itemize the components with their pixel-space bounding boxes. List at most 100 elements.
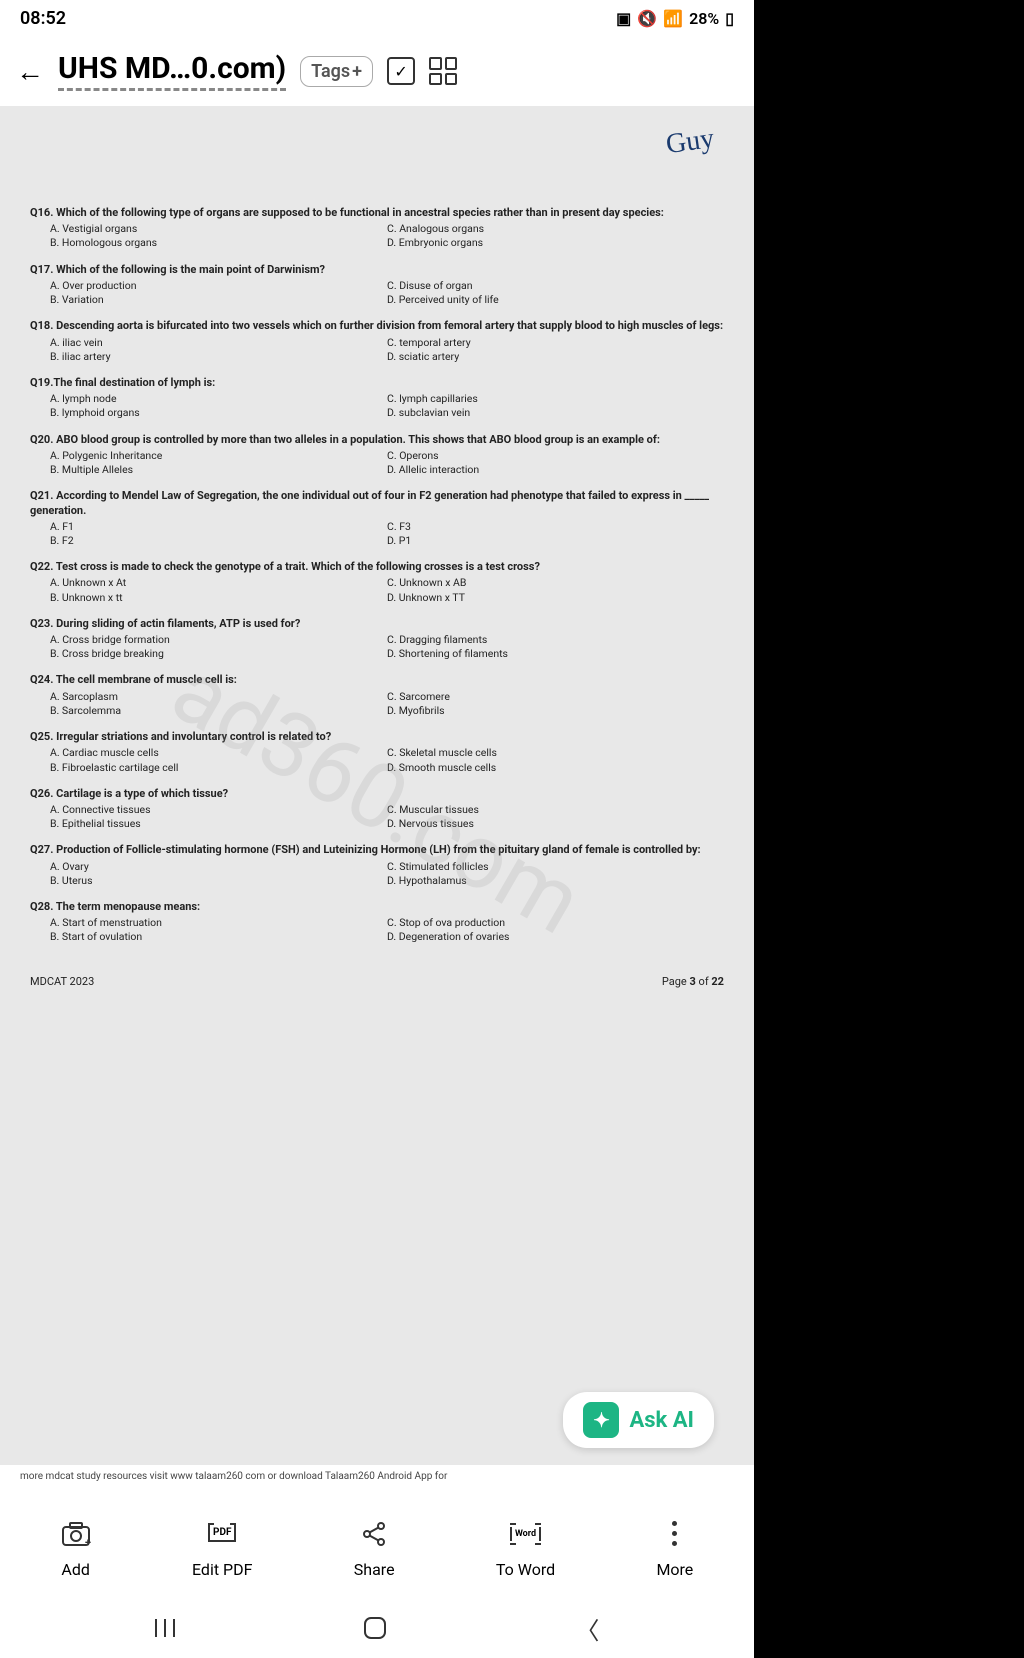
option-c: C. Disuse of organ <box>387 279 724 293</box>
question: Q23. During sliding of actin filaments, … <box>30 617 724 662</box>
option-d: D. Smooth muscle cells <box>387 761 724 775</box>
app-title[interactable]: UHS MD…0.com) <box>58 51 286 91</box>
more-button[interactable]: More <box>656 1518 693 1579</box>
question-text: Q22. Test cross is made to check the gen… <box>30 560 724 574</box>
option-a: A. Connective tissues <box>50 803 387 817</box>
options: A. Cross bridge formationC. Dragging fil… <box>30 633 724 661</box>
option-d: D. Degeneration of ovaries <box>387 930 724 944</box>
system-nav-bar: 〈 <box>0 1598 754 1658</box>
options: A. F1C. F3B. F2D. P1 <box>30 520 724 548</box>
option-c: C. Sarcomere <box>387 690 724 704</box>
option-a: A. Vestigial organs <box>50 222 387 236</box>
ask-ai-button[interactable]: ✦ Ask AI <box>563 1392 714 1448</box>
question: Q25. Irregular striations and involuntar… <box>30 730 724 775</box>
option-c: C. temporal artery <box>387 336 724 350</box>
checkbox-icon[interactable]: ✓ <box>387 57 415 85</box>
options: A. Polygenic InheritanceC. OperonsB. Mul… <box>30 449 724 477</box>
add-button[interactable]: + Add <box>61 1518 91 1579</box>
edit-pdf-button[interactable]: PDF Edit PDF <box>192 1518 253 1579</box>
share-button[interactable]: Share <box>354 1518 395 1579</box>
question: Q28. The term menopause means:A. Start o… <box>30 900 724 945</box>
option-b: B. Homologous organs <box>50 236 387 250</box>
option-c: C. lymph capillaries <box>387 392 724 406</box>
to-word-button[interactable]: Word To Word <box>496 1518 555 1579</box>
options: A. SarcoplasmC. SarcomereB. SarcolemmaD.… <box>30 690 724 718</box>
footer-left: MDCAT 2023 <box>30 975 94 988</box>
question-text: Q21. According to Mendel Law of Segregat… <box>30 489 724 518</box>
option-d: D. subclavian vein <box>387 406 724 420</box>
option-d: D. Nervous tissues <box>387 817 724 831</box>
cutoff-text: more mdcat study resources visit www tal… <box>0 1465 754 1488</box>
option-a: A. Start of menstruation <box>50 916 387 930</box>
option-c: C. Stop of ova production <box>387 916 724 930</box>
app-header: ← UHS MD…0.com) Tags + ✓ <box>0 36 754 106</box>
document-viewer[interactable]: Guy ad360.com Q16. Which of the followin… <box>0 106 754 1465</box>
options: A. Start of menstruationC. Stop of ova p… <box>30 916 724 944</box>
question-text: Q16. Which of the following type of orga… <box>30 206 724 220</box>
word-icon: Word <box>510 1518 541 1550</box>
question: Q16. Which of the following type of orga… <box>30 206 724 251</box>
page-number: Page 3 of 22 <box>662 975 724 988</box>
question: Q17. Which of the following is the main … <box>30 263 724 308</box>
nav-recent-icon[interactable] <box>155 1619 175 1637</box>
nav-back-icon[interactable]: 〈 <box>575 1611 599 1646</box>
option-c: C. Stimulated follicles <box>387 860 724 874</box>
option-c: C. Skeletal muscle cells <box>387 746 724 760</box>
option-c: C. F3 <box>387 520 724 534</box>
options: A. lymph nodeC. lymph capillariesB. lymp… <box>30 392 724 420</box>
question: Q21. According to Mendel Law of Segregat… <box>30 489 724 548</box>
option-a: A. F1 <box>50 520 387 534</box>
page-footer: MDCAT 2023 Page 3 of 22 <box>30 975 724 988</box>
option-d: D. Allelic interaction <box>387 463 724 477</box>
share-label: Share <box>354 1560 395 1579</box>
option-d: D. Hypothalamus <box>387 874 724 888</box>
option-a: A. Unknown x At <box>50 576 387 590</box>
question-text: Q24. The cell membrane of muscle cell is… <box>30 673 724 687</box>
add-label: Add <box>61 1560 89 1579</box>
question: Q20. ABO blood group is controlled by mo… <box>30 433 724 478</box>
question: Q19.The final destination of lymph is:A.… <box>30 376 724 421</box>
tags-button[interactable]: Tags + <box>300 56 373 87</box>
grid-icon[interactable] <box>429 57 457 85</box>
tags-label: Tags <box>311 61 350 82</box>
bottom-toolbar: + Add PDF Edit PDF Share Word To Word <box>0 1488 754 1598</box>
pdf-icon: PDF <box>208 1518 236 1550</box>
sparkle-icon: ✦ <box>583 1402 619 1438</box>
option-b: B. Uterus <box>50 874 387 888</box>
options: A. Over productionC. Disuse of organB. V… <box>30 279 724 307</box>
nav-home-icon[interactable] <box>364 1617 386 1639</box>
option-a: A. Cardiac muscle cells <box>50 746 387 760</box>
question: Q24. The cell membrane of muscle cell is… <box>30 673 724 718</box>
battery-percent: 28% <box>689 9 719 28</box>
status-right: ▣ 🔇 📶 28% ▯ <box>616 9 734 28</box>
status-bar: 08:52 ▣ 🔇 📶 28% ▯ <box>0 0 754 36</box>
questions-container: Q16. Which of the following type of orga… <box>30 206 724 945</box>
option-c: C. Unknown x AB <box>387 576 724 590</box>
option-c: C. Operons <box>387 449 724 463</box>
question-text: Q27. Production of Follicle-stimulating … <box>30 843 724 857</box>
option-d: D. Shortening of filaments <box>387 647 724 661</box>
option-b: B. iliac artery <box>50 350 387 364</box>
more-label: More <box>656 1560 693 1579</box>
back-arrow-icon[interactable]: ← <box>16 55 44 88</box>
status-time: 08:52 <box>20 8 66 29</box>
option-a: A. Sarcoplasm <box>50 690 387 704</box>
option-a: A. Polygenic Inheritance <box>50 449 387 463</box>
option-b: B. Fibroelastic cartilage cell <box>50 761 387 775</box>
option-a: A. Cross bridge formation <box>50 633 387 647</box>
option-b: B. Epithelial tissues <box>50 817 387 831</box>
options: A. Connective tissuesC. Muscular tissues… <box>30 803 724 831</box>
options: A. Cardiac muscle cellsC. Skeletal muscl… <box>30 746 724 774</box>
ask-ai-label: Ask AI <box>629 1408 694 1433</box>
plus-icon: + <box>352 61 362 82</box>
question-text: Q18. Descending aorta is bifurcated into… <box>30 319 724 333</box>
question-text: Q20. ABO blood group is controlled by mo… <box>30 433 724 447</box>
option-a: A. Over production <box>50 279 387 293</box>
svg-text:+: + <box>85 1536 91 1547</box>
option-d: D. Embryonic organs <box>387 236 724 250</box>
option-d: D. Perceived unity of life <box>387 293 724 307</box>
option-a: A. lymph node <box>50 392 387 406</box>
word-label: To Word <box>496 1560 555 1579</box>
option-b: B. Sarcolemma <box>50 704 387 718</box>
option-b: B. Multiple Alleles <box>50 463 387 477</box>
